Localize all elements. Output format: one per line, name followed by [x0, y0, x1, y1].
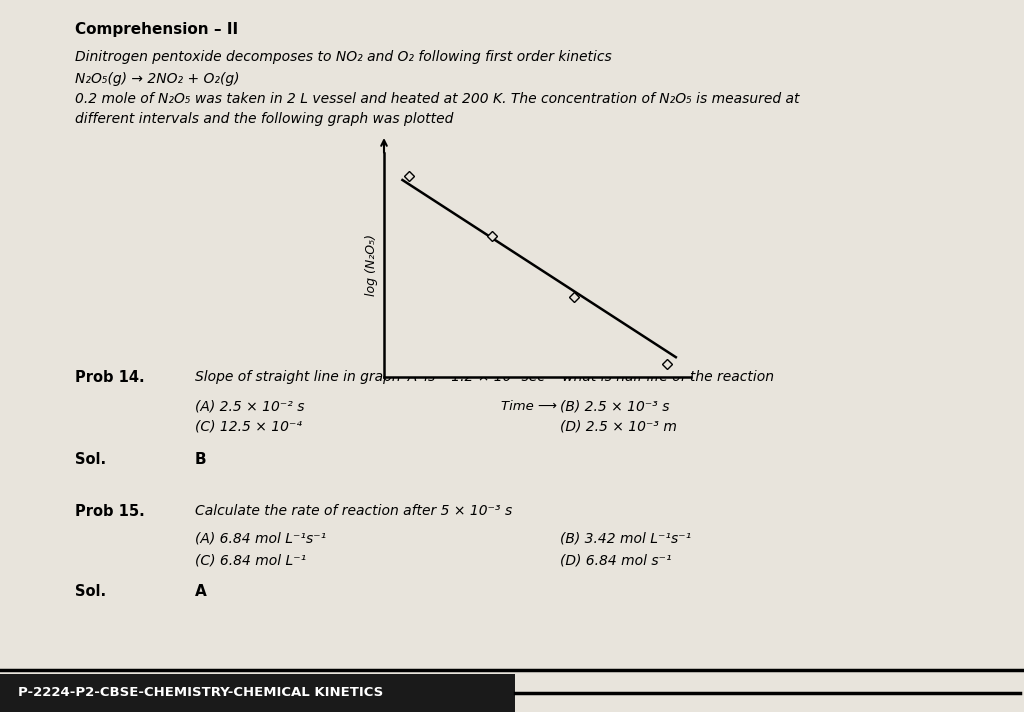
- Text: Dinitrogen pentoxide decomposes to NO₂ and O₂ following first order kinetics: Dinitrogen pentoxide decomposes to NO₂ a…: [75, 50, 611, 64]
- Text: (D) 6.84 mol s⁻¹: (D) 6.84 mol s⁻¹: [560, 554, 672, 568]
- Text: (B) 3.42 mol L⁻¹s⁻¹: (B) 3.42 mol L⁻¹s⁻¹: [560, 532, 691, 546]
- Text: Sol.: Sol.: [75, 584, 106, 599]
- Text: 0.2 mole of N₂O₅ was taken in 2 L vessel and heated at 200 K. The concentration : 0.2 mole of N₂O₅ was taken in 2 L vessel…: [75, 92, 800, 125]
- Y-axis label: log (N₂O₅): log (N₂O₅): [366, 234, 379, 296]
- Text: Calculate the rate of reaction after 5 × 10⁻³ s: Calculate the rate of reaction after 5 ×…: [195, 504, 512, 518]
- Text: (B) 2.5 × 10⁻³ s: (B) 2.5 × 10⁻³ s: [560, 400, 670, 414]
- Text: (A) 2.5 × 10⁻² s: (A) 2.5 × 10⁻² s: [195, 400, 304, 414]
- Text: Slope of straight line in graph ‘A’ is −1.2 × 10² sec⁻¹ what is half life of the: Slope of straight line in graph ‘A’ is −…: [195, 370, 774, 384]
- Text: (D) 2.5 × 10⁻³ m: (D) 2.5 × 10⁻³ m: [560, 420, 677, 434]
- Text: Prob 14.: Prob 14.: [75, 370, 144, 385]
- Text: N₂O₅(g) → 2NO₂ + O₂(g): N₂O₅(g) → 2NO₂ + O₂(g): [75, 72, 240, 86]
- Text: P-2224-P2-CBSE-CHEMISTRY-CHEMICAL KINETICS: P-2224-P2-CBSE-CHEMISTRY-CHEMICAL KINETI…: [18, 686, 383, 699]
- Text: (C) 12.5 × 10⁻⁴: (C) 12.5 × 10⁻⁴: [195, 420, 302, 434]
- Text: B: B: [195, 452, 207, 467]
- Bar: [0, 674, 515, 712]
- Text: (A) 6.84 mol L⁻¹s⁻¹: (A) 6.84 mol L⁻¹s⁻¹: [195, 532, 327, 546]
- Text: Time ⟶: Time ⟶: [501, 400, 557, 413]
- Text: Prob 15.: Prob 15.: [75, 504, 144, 519]
- Text: (C) 6.84 mol L⁻¹: (C) 6.84 mol L⁻¹: [195, 554, 306, 568]
- Text: Sol.: Sol.: [75, 452, 106, 467]
- Text: A: A: [195, 584, 207, 599]
- Text: Comprehension – II: Comprehension – II: [75, 22, 239, 37]
